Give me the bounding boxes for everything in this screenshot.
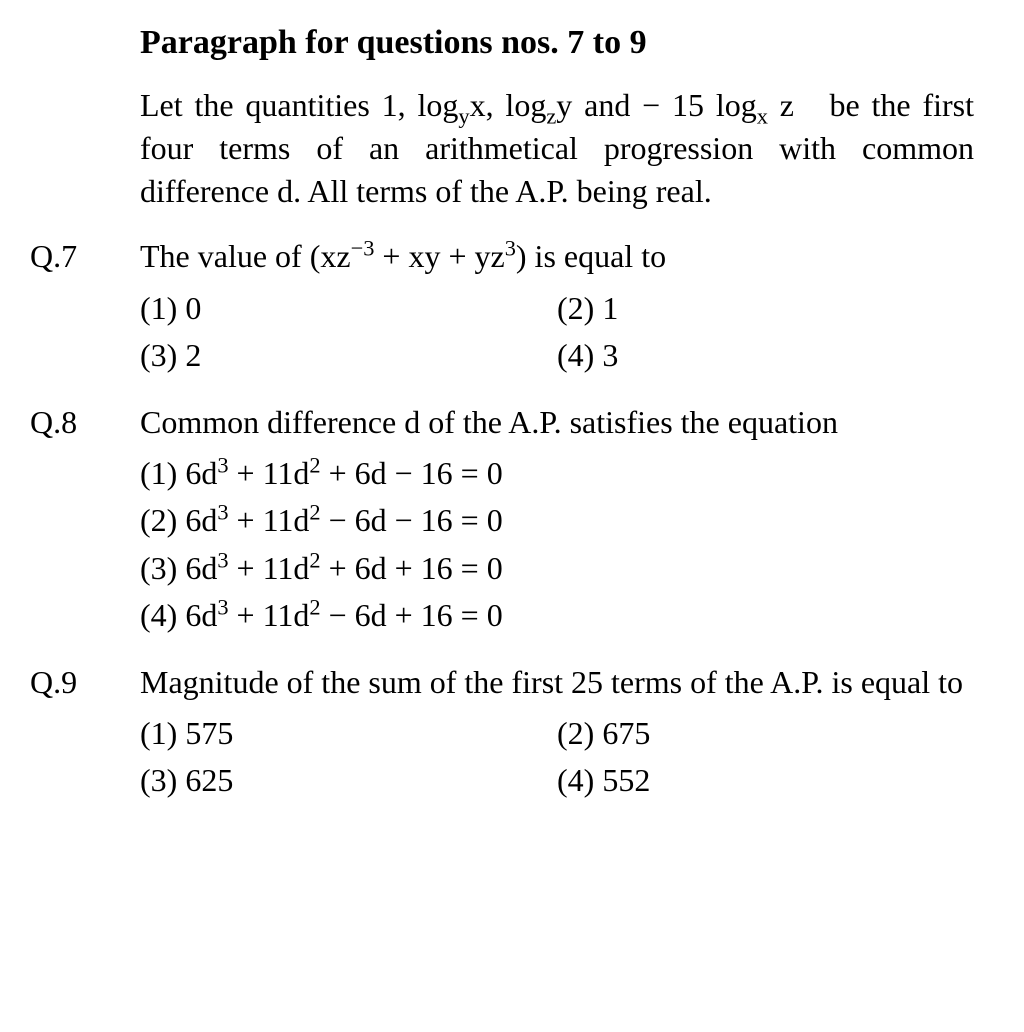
question-9-options: (1) 575 (2) 675 (3) 625 (4) 552	[140, 710, 974, 804]
question-8-options: (1) 6d3 + 11d2 + 6d − 16 = 0 (2) 6d3 + 1…	[140, 450, 974, 639]
question-8-text: Common difference d of the A.P. satisfie…	[140, 401, 974, 444]
question-9-option-2: (2) 675	[557, 710, 974, 757]
question-7-option-4: (4) 3	[557, 332, 974, 379]
question-7: Q.7 The value of (xz−3 + xy + yz3) is eq…	[20, 235, 984, 379]
paragraph-text: Let the quantities 1, logyx, logzy and −…	[140, 84, 984, 214]
question-9-option-4: (4) 552	[557, 757, 974, 804]
paragraph-row: Let the quantities 1, logyx, logzy and −…	[20, 84, 984, 214]
heading-row: Paragraph for questions nos. 7 to 9	[20, 20, 984, 66]
question-9-option-1: (1) 575	[140, 710, 557, 757]
question-9-option-3: (3) 625	[140, 757, 557, 804]
question-7-option-2: (2) 1	[557, 285, 974, 332]
question-9-content: Magnitude of the sum of the first 25 ter…	[140, 661, 984, 805]
question-8-option-3: (3) 6d3 + 11d2 + 6d + 16 = 0	[140, 545, 974, 592]
question-7-content: The value of (xz−3 + xy + yz3) is equal …	[140, 235, 984, 379]
question-7-option-1: (1) 0	[140, 285, 557, 332]
heading-text: Paragraph for questions nos. 7 to 9	[140, 20, 984, 66]
question-8: Q.8 Common difference d of the A.P. sati…	[20, 401, 984, 639]
question-8-option-1: (1) 6d3 + 11d2 + 6d − 16 = 0	[140, 450, 974, 497]
question-9: Q.9 Magnitude of the sum of the first 25…	[20, 661, 984, 805]
question-7-number: Q.7	[20, 235, 140, 278]
question-7-options: (1) 0 (2) 1 (3) 2 (4) 3	[140, 285, 974, 379]
question-8-option-4: (4) 6d3 + 11d2 − 6d + 16 = 0	[140, 592, 974, 639]
question-8-number: Q.8	[20, 401, 140, 444]
question-9-text: Magnitude of the sum of the first 25 ter…	[140, 661, 974, 704]
question-8-content: Common difference d of the A.P. satisfie…	[140, 401, 984, 639]
question-8-option-2: (2) 6d3 + 11d2 − 6d − 16 = 0	[140, 497, 974, 544]
question-7-option-3: (3) 2	[140, 332, 557, 379]
question-9-number: Q.9	[20, 661, 140, 704]
question-7-text: The value of (xz−3 + xy + yz3) is equal …	[140, 235, 974, 278]
